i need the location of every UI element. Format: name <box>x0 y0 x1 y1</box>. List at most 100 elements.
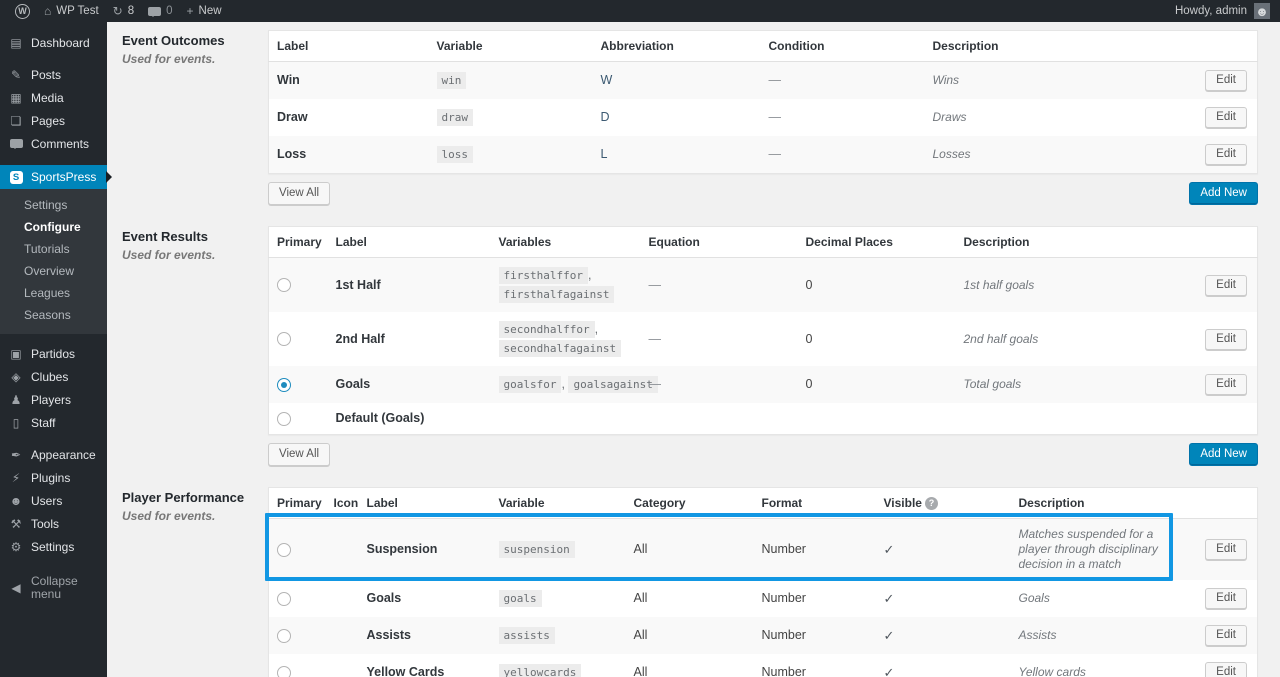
column-header: Primary <box>268 487 326 520</box>
equation: — <box>648 277 662 292</box>
admin-bar: W ⌂ WP Test ↻ 8 0 + New Howdy, admin ☻ <box>0 0 1280 22</box>
icon-cell <box>326 654 359 677</box>
condition: — <box>768 110 782 124</box>
sidebar-item-settings[interactable]: ⚙ Settings <box>0 536 107 559</box>
sidebar-item-dashboard[interactable]: ▤ Dashboard <box>0 32 107 55</box>
wordpress-logo-menu[interactable]: W <box>8 0 37 22</box>
updates-link[interactable]: ↻ 8 <box>106 0 141 22</box>
primary-radio[interactable] <box>277 278 291 293</box>
category: All <box>633 628 648 643</box>
table-row: Goals goals All Number ✓ Goals Edit <box>269 580 1258 617</box>
sidebar-item-clubes[interactable]: ◈ Clubes <box>0 366 107 389</box>
section-title: Event Outcomes <box>122 33 225 48</box>
edit-button[interactable]: Edit <box>1205 144 1247 165</box>
sportspress-icon: S <box>9 170 23 184</box>
submenu-item-leagues[interactable]: Leagues <box>24 286 71 300</box>
submenu-item-configure[interactable]: Configure <box>24 220 81 234</box>
event-outcomes-table: Label Variable Abbreviation Condition De… <box>268 30 1258 174</box>
submenu-item-seasons[interactable]: Seasons <box>24 308 71 322</box>
variable-chip: goalsagainst <box>568 376 658 393</box>
help-icon[interactable]: ? <box>924 497 938 511</box>
format: Number <box>761 542 806 557</box>
sidebar-item-players[interactable]: ♟ Players <box>0 389 107 412</box>
description: Draws <box>932 110 967 124</box>
sidebar-item-label: Settings <box>31 540 75 554</box>
new-content-link[interactable]: + New <box>180 0 229 22</box>
section-subtitle: Used for events. <box>122 509 216 523</box>
edit-button[interactable]: Edit <box>1205 274 1247 296</box>
icon-cell <box>326 519 359 581</box>
avatar[interactable]: ☻ <box>1254 3 1270 19</box>
column-header <box>1171 226 1258 258</box>
decimal-places: 0 <box>805 331 813 346</box>
primary-radio[interactable] <box>277 411 291 426</box>
new-label: New <box>198 5 222 17</box>
format: Number <box>761 665 806 677</box>
edit-button[interactable]: Edit <box>1205 107 1247 128</box>
edit-button[interactable]: Edit <box>1205 588 1247 610</box>
sidebar-item-label: Dashboard <box>31 36 90 50</box>
sidebar-item-tools[interactable]: ⚒ Tools <box>0 513 107 536</box>
table-header-row: Primary Label Variables Equation Decimal… <box>268 226 1258 258</box>
site-name: WP Test <box>56 5 99 17</box>
shirt-icon: ♟ <box>10 393 22 407</box>
column-header: Decimal Places <box>797 226 956 258</box>
sidebar-item-label: Collapse menu <box>31 574 78 601</box>
edit-button[interactable]: Edit <box>1205 70 1247 91</box>
sidebar-item-sportspress[interactable]: S SportsPress <box>0 165 112 189</box>
result-label: 2nd Half <box>335 331 385 346</box>
decimal-places: 0 <box>805 277 813 292</box>
view-all-button[interactable]: View All <box>268 443 331 466</box>
sidebar-item-partidos[interactable]: ▣ Partidos <box>0 343 107 366</box>
howdy-text[interactable]: Howdy, admin <box>1174 5 1247 17</box>
primary-radio[interactable] <box>277 332 291 347</box>
result-label: Goals <box>335 377 371 391</box>
section-subtitle: Used for events. <box>122 52 216 66</box>
table-row-suspension: Suspension suspension All Number ✓ Match… <box>268 518 1258 581</box>
edit-button[interactable]: Edit <box>1205 374 1247 395</box>
column-header: Description <box>924 30 1172 62</box>
plus-icon: + <box>186 4 194 18</box>
primary-radio[interactable] <box>277 666 291 677</box>
sidebar-item-label: Players <box>31 393 72 407</box>
table-row: 2nd Half secondhalffor, secondhalfagains… <box>269 312 1258 366</box>
sidebar-item-appearance[interactable]: ✒ Appearance <box>0 444 107 467</box>
edit-button[interactable]: Edit <box>1205 328 1247 350</box>
sidebar-item-comments[interactable]: Comments <box>0 133 107 156</box>
outcome-label: Draw <box>277 110 308 124</box>
column-header: Variables <box>490 226 641 258</box>
table-row: Loss loss L — Losses Edit <box>268 136 1258 174</box>
primary-radio[interactable] <box>277 543 291 558</box>
comments-icon <box>9 138 23 151</box>
site-name-link[interactable]: ⌂ WP Test <box>37 0 106 22</box>
abbreviation: D <box>600 110 610 124</box>
collapse-menu-button[interactable]: ◀ Collapse menu <box>0 570 107 606</box>
sidebar-item-staff[interactable]: ▯ Staff <box>0 412 107 435</box>
edit-button[interactable]: Edit <box>1205 662 1247 677</box>
submenu-item-overview[interactable]: Overview <box>24 264 75 278</box>
column-header <box>1171 487 1258 520</box>
sportspress-submenu: Settings Configure Tutorials Overview Le… <box>0 189 107 334</box>
comments-link[interactable]: 0 <box>141 0 179 22</box>
primary-radio[interactable] <box>277 377 291 392</box>
add-new-button[interactable]: Add New <box>1189 182 1258 205</box>
sidebar-item-posts[interactable]: ✎ Posts <box>0 64 107 87</box>
performance-label: Suspension <box>366 542 438 557</box>
view-all-button[interactable]: View All <box>268 182 331 205</box>
submenu-item-settings[interactable]: Settings <box>24 198 68 212</box>
sidebar-item-users[interactable]: ☻ Users <box>0 490 107 513</box>
primary-radio[interactable] <box>277 629 291 644</box>
sidebar-item-media[interactable]: ▦ Media <box>0 87 107 110</box>
column-header <box>1171 30 1258 62</box>
equation: — <box>648 377 662 391</box>
category: All <box>633 591 648 606</box>
submenu-item-tutorials[interactable]: Tutorials <box>24 242 70 256</box>
sidebar-item-label: Staff <box>31 416 56 430</box>
sidebar-item-plugins[interactable]: ⚡ Plugins <box>0 467 107 490</box>
table-row: Draw draw D — Draws Edit <box>269 99 1258 136</box>
add-new-button[interactable]: Add New <box>1189 443 1258 466</box>
edit-button[interactable]: Edit <box>1205 539 1247 561</box>
primary-radio[interactable] <box>277 592 291 607</box>
edit-button[interactable]: Edit <box>1205 625 1247 647</box>
sidebar-item-pages[interactable]: ❏ Pages <box>0 110 107 133</box>
